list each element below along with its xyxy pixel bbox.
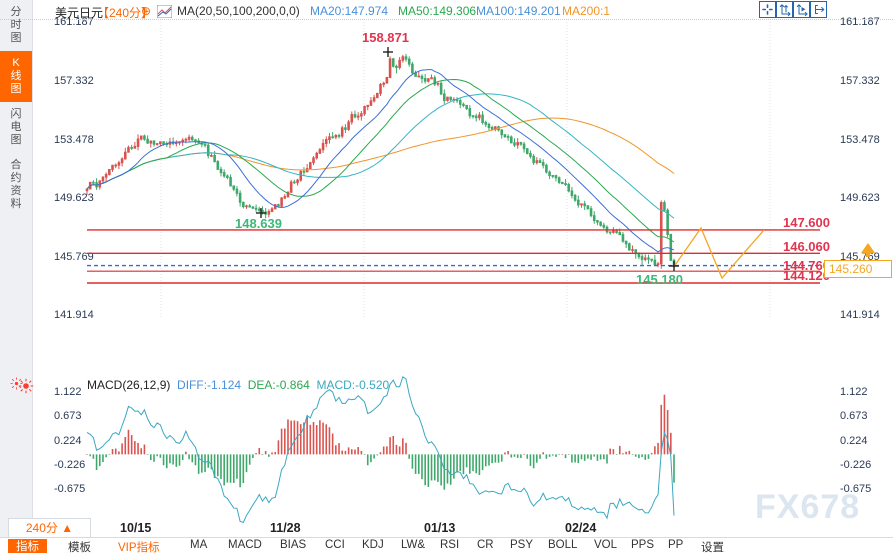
svg-text:146.060: 146.060 (783, 239, 830, 254)
svg-text:144.120: 144.120 (783, 268, 830, 283)
svg-text:158.871: 158.871 (362, 30, 409, 45)
svg-text:145.180: 145.180 (636, 272, 683, 287)
svg-text:147.600: 147.600 (783, 215, 830, 230)
svg-text:148.639: 148.639 (235, 216, 282, 231)
